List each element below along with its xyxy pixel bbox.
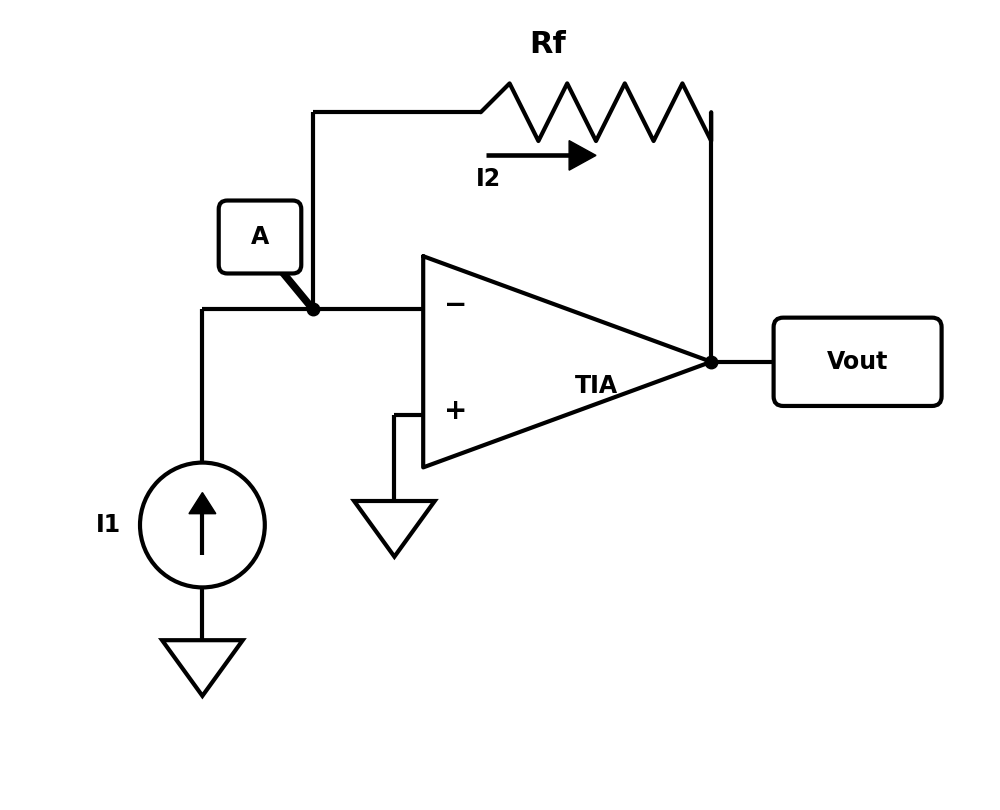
Text: I1: I1 <box>96 513 121 537</box>
Text: I2: I2 <box>476 167 501 191</box>
Text: +: + <box>444 397 468 424</box>
Text: −: − <box>444 291 468 319</box>
FancyBboxPatch shape <box>219 201 301 274</box>
Polygon shape <box>189 492 216 514</box>
Text: A: A <box>251 225 269 249</box>
FancyBboxPatch shape <box>774 318 942 406</box>
Text: TIA: TIA <box>574 373 618 398</box>
Polygon shape <box>569 141 596 170</box>
Text: Vout: Vout <box>827 350 888 373</box>
Text: Rf: Rf <box>530 31 566 59</box>
